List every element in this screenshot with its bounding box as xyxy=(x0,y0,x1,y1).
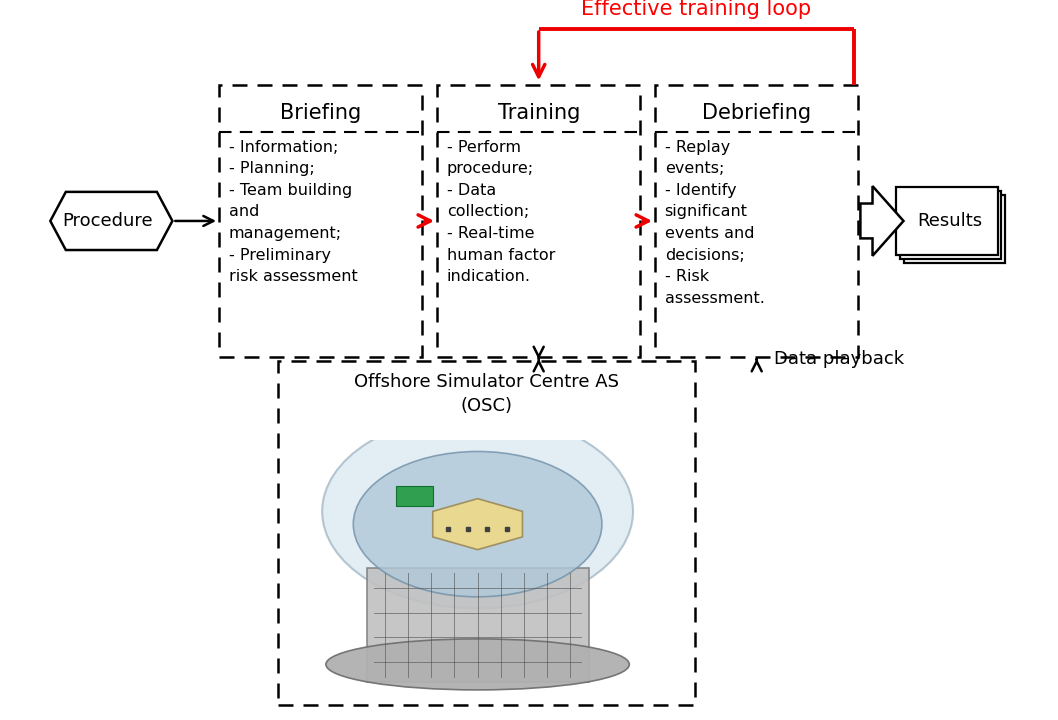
Bar xyxy=(655,85,858,356)
Bar xyxy=(396,486,433,506)
Polygon shape xyxy=(860,186,904,256)
Text: Offshore Simulator Centre AS
(OSC): Offshore Simulator Centre AS (OSC) xyxy=(353,373,619,415)
Polygon shape xyxy=(51,192,172,250)
Text: Training: Training xyxy=(497,103,580,122)
Bar xyxy=(437,85,640,356)
Bar xyxy=(904,195,1005,263)
Bar xyxy=(219,85,422,356)
Text: Data playback: Data playback xyxy=(774,350,905,368)
Bar xyxy=(899,191,1001,258)
Text: - Replay
events;
- Identify
significant
events and
decisions;
- Risk
assessment.: - Replay events; - Identify significant … xyxy=(664,140,765,306)
Ellipse shape xyxy=(353,451,602,597)
Ellipse shape xyxy=(326,639,630,690)
Bar xyxy=(896,187,998,255)
Text: Briefing: Briefing xyxy=(280,103,361,122)
Bar xyxy=(367,567,588,683)
Text: Results: Results xyxy=(917,212,982,230)
Text: - Information;
- Planning;
- Team building
and
management;
- Preliminary
risk as: - Information; - Planning; - Team buildi… xyxy=(229,140,358,284)
Bar xyxy=(278,361,695,706)
Text: Procedure: Procedure xyxy=(62,212,152,230)
Text: Effective training loop: Effective training loop xyxy=(581,0,811,19)
Polygon shape xyxy=(433,499,523,549)
Ellipse shape xyxy=(323,415,633,608)
Text: - Perform
procedure;
- Data
collection;
- Real-time
human factor
indication.: - Perform procedure; - Data collection; … xyxy=(446,140,555,284)
Text: Debriefing: Debriefing xyxy=(703,103,811,122)
